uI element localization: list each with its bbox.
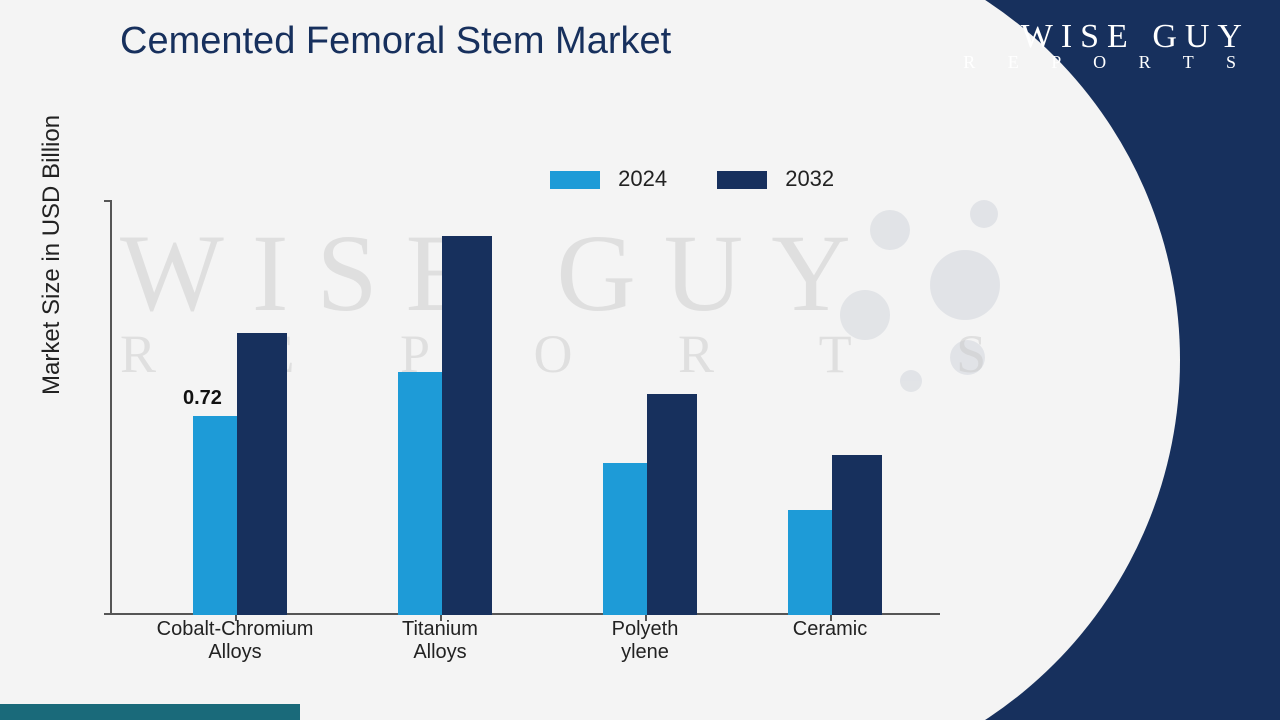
bar-series-a bbox=[398, 372, 448, 615]
bar-series-b bbox=[832, 455, 882, 615]
y-tick bbox=[104, 613, 110, 615]
footer-accent-bar bbox=[0, 704, 300, 720]
y-axis-line bbox=[110, 200, 112, 615]
brand-logo: WISE GUY R E P O R T S bbox=[963, 18, 1250, 73]
legend-swatch-2024 bbox=[550, 171, 600, 189]
legend-label-2032: 2032 bbox=[785, 166, 834, 191]
category-label: Cobalt-ChromiumAlloys bbox=[145, 618, 325, 664]
brand-logo-line2: R E P O R T S bbox=[963, 52, 1250, 73]
legend-item-2024: 2024 bbox=[550, 166, 667, 192]
brand-logo-line1: WISE GUY bbox=[963, 18, 1250, 56]
legend-item-2032: 2032 bbox=[717, 166, 834, 192]
bar-value-label: 0.72 bbox=[183, 387, 222, 410]
chart-canvas: WISE GUY R E P O R T S WISE GUY R E P O … bbox=[0, 0, 1280, 720]
y-axis-label: Market Size in USD Billion bbox=[38, 115, 66, 395]
y-tick bbox=[104, 200, 110, 202]
bar-series-b bbox=[442, 236, 492, 615]
bar-series-b bbox=[237, 333, 287, 615]
legend-swatch-2032 bbox=[717, 171, 767, 189]
category-label: Polyethylene bbox=[555, 618, 735, 664]
legend: 2024 2032 bbox=[550, 166, 834, 192]
chart-title: Cemented Femoral Stem Market bbox=[120, 20, 671, 63]
category-label: TitaniumAlloys bbox=[350, 618, 530, 664]
plot-area: 0.72 bbox=[110, 200, 940, 615]
bar-series-a bbox=[603, 463, 653, 615]
bar-series-b bbox=[647, 394, 697, 615]
bar-series-a bbox=[788, 510, 838, 615]
bar-series-a bbox=[193, 416, 243, 615]
category-label: Ceramic bbox=[740, 618, 920, 641]
legend-label-2024: 2024 bbox=[618, 166, 667, 191]
